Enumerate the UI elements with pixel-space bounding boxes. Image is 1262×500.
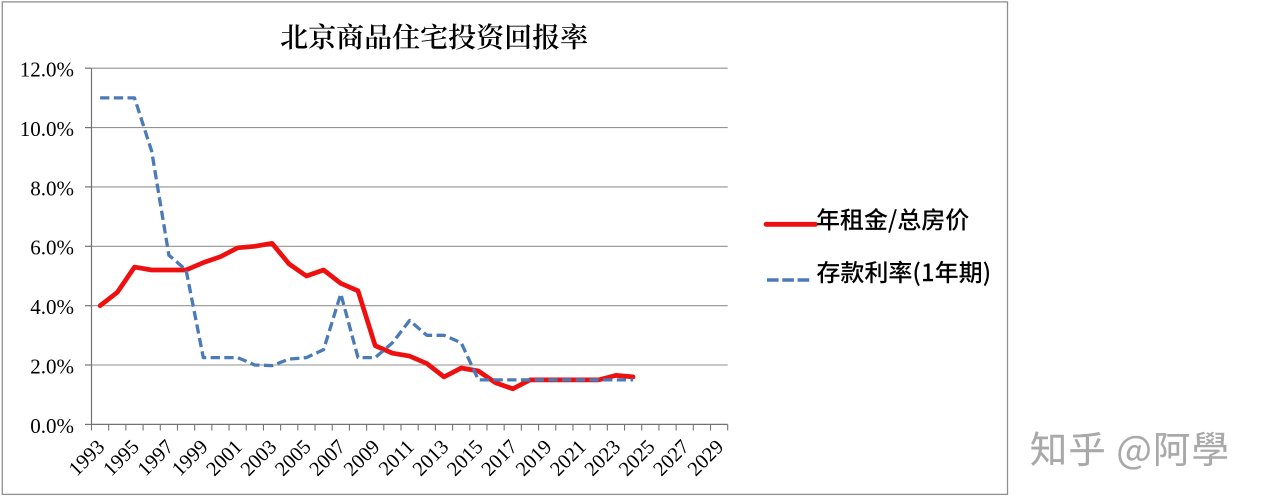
svg-text:0.0%: 0.0% [30, 414, 74, 438]
svg-text:2.0%: 2.0% [30, 354, 74, 378]
svg-text:8.0%: 8.0% [30, 176, 74, 200]
svg-text:10.0%: 10.0% [20, 117, 74, 141]
svg-text:4.0%: 4.0% [30, 295, 74, 319]
svg-text:12.0%: 12.0% [20, 58, 74, 82]
svg-text:6.0%: 6.0% [30, 236, 74, 260]
